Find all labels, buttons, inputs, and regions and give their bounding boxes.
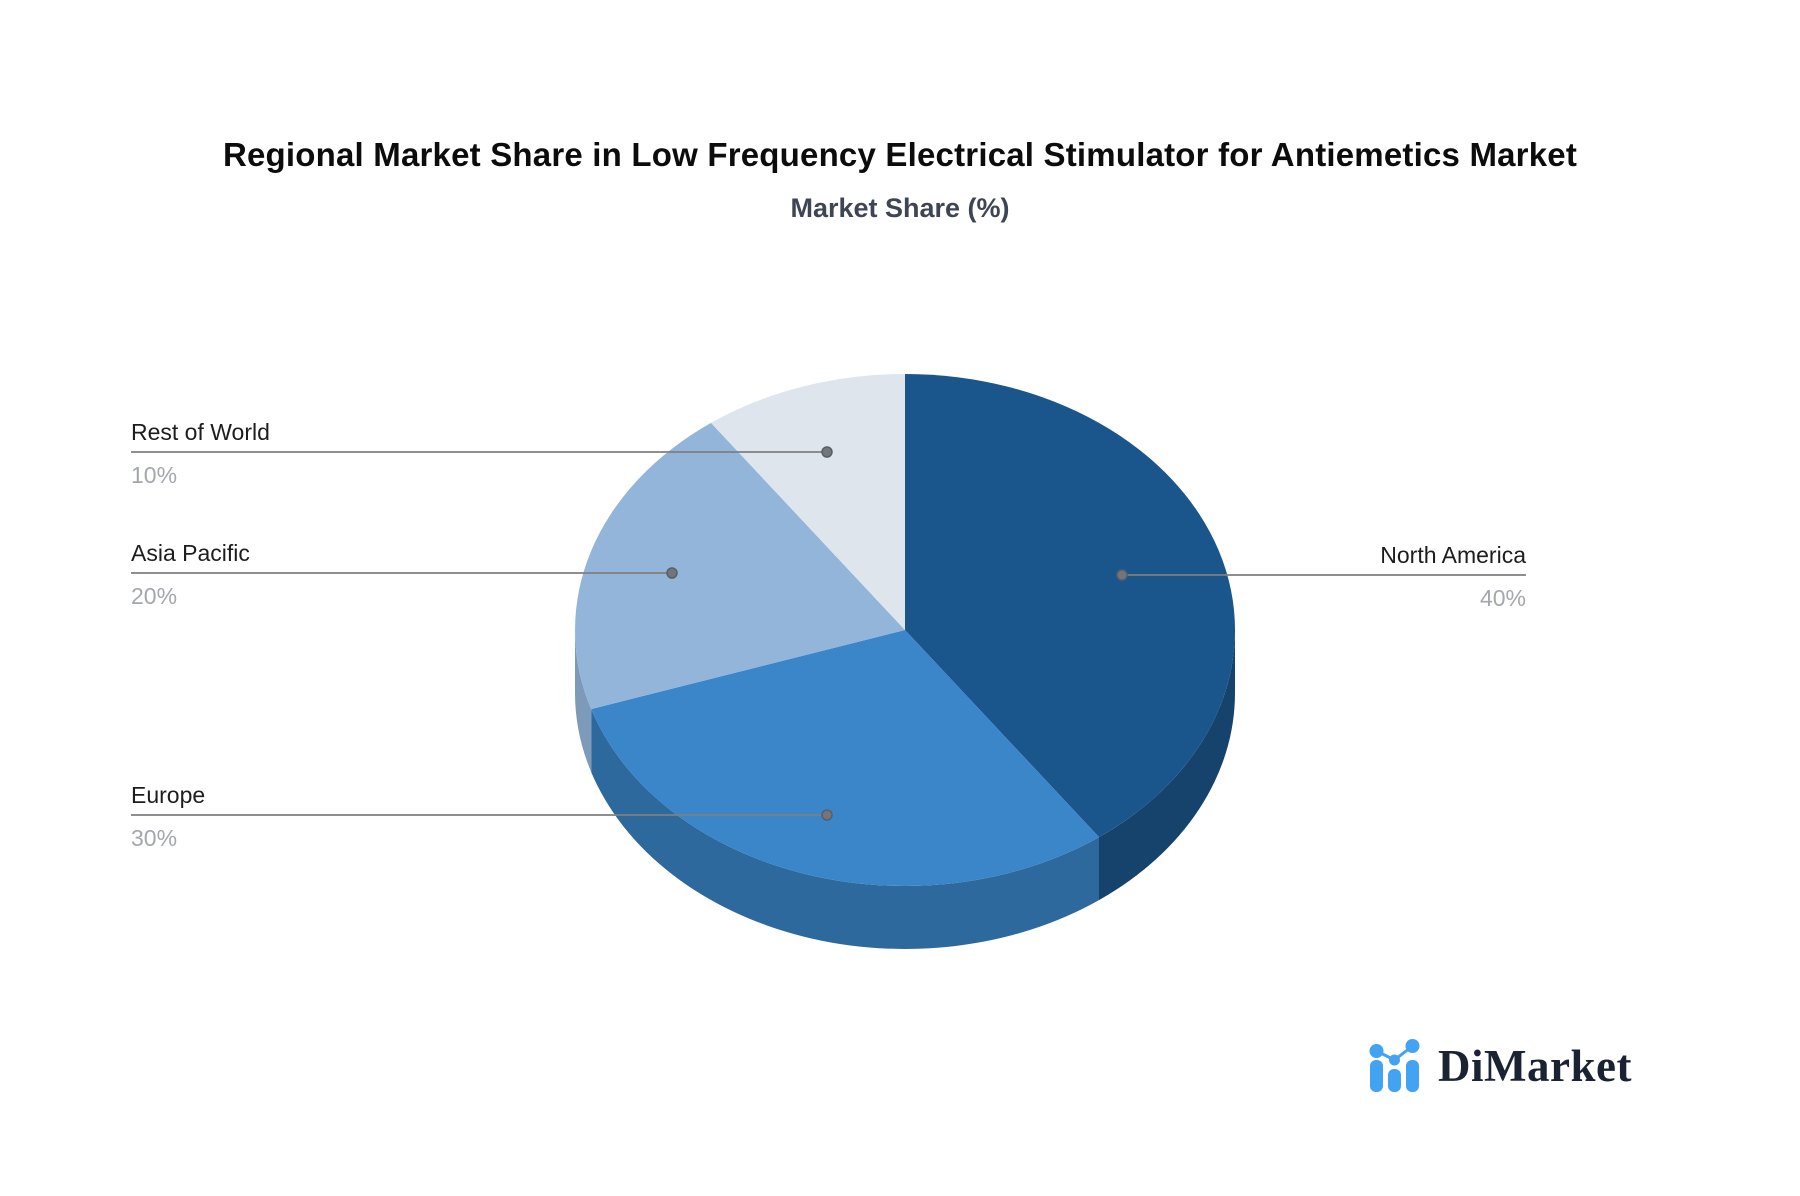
- bar-line-chart-icon: [1369, 1039, 1420, 1092]
- logo-text: DiMarket: [1438, 1041, 1632, 1091]
- dimarket-logo: DiMarket: [1366, 1034, 1632, 1094]
- pie-slice-europe[interactable]: [591, 630, 1099, 886]
- leader-dot-europe: [821, 809, 833, 821]
- slice-label-name: Europe: [131, 782, 206, 808]
- pie-slice-side-north-america: [1099, 630, 1235, 901]
- slice-label-value: 40%: [1479, 585, 1526, 611]
- pie-slice-rest-of-world[interactable]: [711, 374, 905, 630]
- slice-label-value: 10%: [131, 462, 178, 488]
- slice-label-value: 30%: [131, 825, 178, 851]
- leader-dot-asia-pacific: [666, 567, 678, 579]
- slice-label-name: Rest of World: [131, 419, 270, 445]
- leader-dot-north-america: [1116, 569, 1128, 581]
- pie-slice-side-europe: [591, 709, 1099, 949]
- pie-slice-side-asia-pacific: [575, 630, 592, 773]
- slice-label-value: 20%: [131, 583, 178, 609]
- leader-dot-rest-of-world: [821, 446, 833, 458]
- slice-label-name: North America: [1380, 542, 1526, 568]
- chart-title: Regional Market Share in Low Frequency E…: [222, 136, 1578, 173]
- pie-slice-north-america[interactable]: [905, 374, 1236, 838]
- chart-subtitle: Market Share (%): [790, 193, 1010, 223]
- slice-label-name: Asia Pacific: [131, 540, 250, 566]
- pie-slice-asia-pacific[interactable]: [575, 422, 905, 710]
